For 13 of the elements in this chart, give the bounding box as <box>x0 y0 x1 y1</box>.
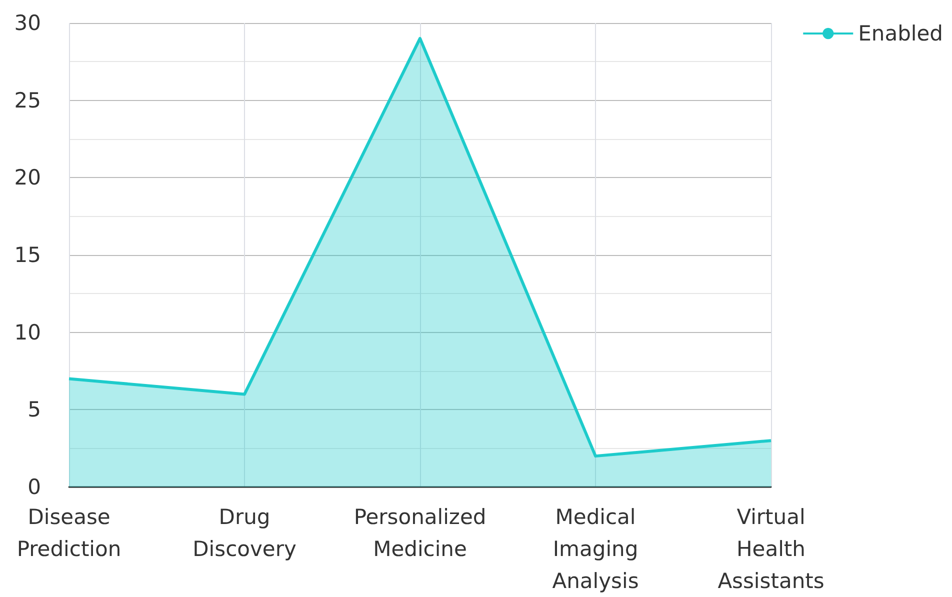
x-tick-label: Drug Discovery <box>192 505 296 561</box>
x-tick-label: Medical Imaging Analysis <box>552 505 639 593</box>
x-tick-label: Virtual Health Assistants <box>718 505 824 593</box>
y-tick-label: 0 <box>28 475 41 499</box>
y-tick-label: 30 <box>14 11 41 35</box>
x-tick-label: Disease Prediction <box>16 505 122 561</box>
legend-label: Enabled <box>858 22 944 46</box>
x-tick-label: Personalized Medicine <box>354 505 486 561</box>
y-tick-label: 10 <box>14 320 41 344</box>
y-tick-label: 20 <box>14 166 41 190</box>
y-tick-label: 25 <box>14 88 41 112</box>
y-tick-label: 5 <box>28 398 41 422</box>
y-tick-label: 15 <box>14 243 41 267</box>
